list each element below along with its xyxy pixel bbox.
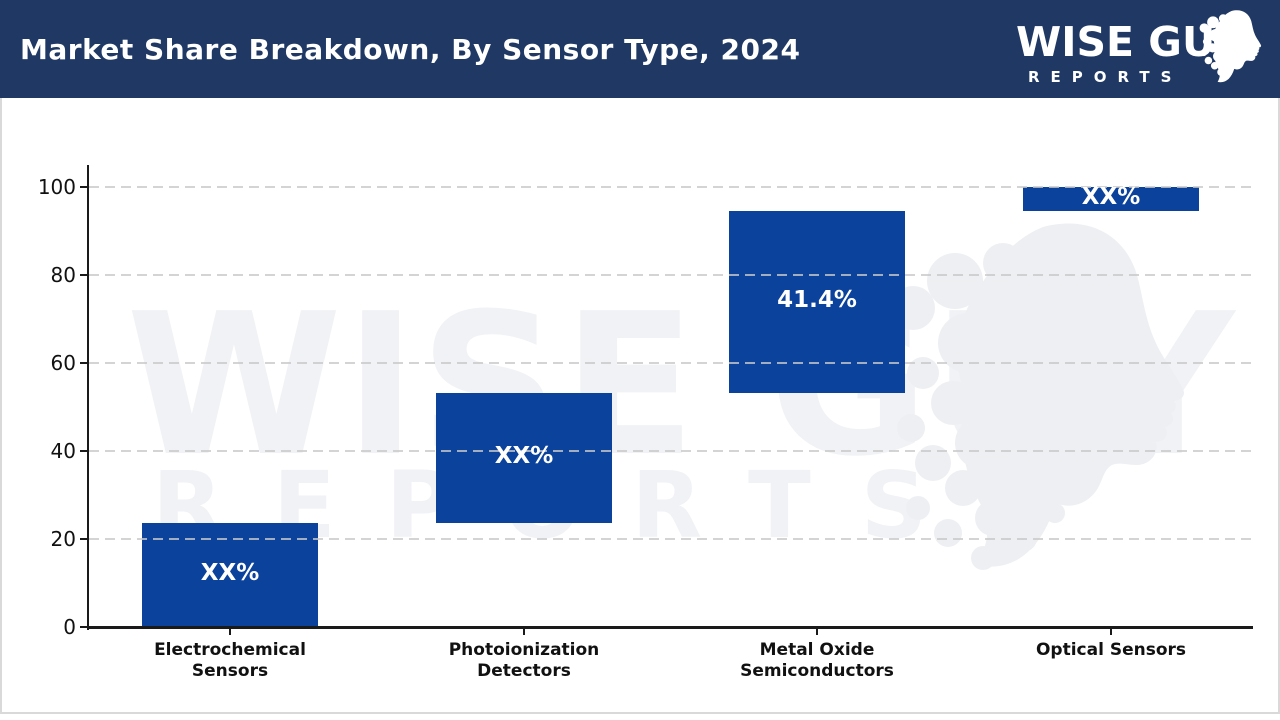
bar-value-label: XX% <box>200 560 260 587</box>
gridline <box>89 274 1253 276</box>
y-tick <box>80 450 88 452</box>
y-tick-label: 100 <box>37 175 76 199</box>
brand-logo: WISE GUY REPORTS <box>1016 10 1262 86</box>
watermark-face-icon <box>893 223 1184 570</box>
y-tick-label: 20 <box>50 527 76 551</box>
x-tick <box>229 627 231 635</box>
category-label: Photoionization Detectors <box>448 640 600 681</box>
category-label: Metal Oxide Semiconductors <box>740 640 894 681</box>
bar-segment <box>142 523 318 627</box>
bar-value-label: XX% <box>1081 183 1141 210</box>
gridline <box>89 450 1253 452</box>
gridline <box>89 362 1253 364</box>
x-tick <box>816 627 818 635</box>
y-tick-label: 40 <box>50 439 76 463</box>
y-tick <box>80 186 88 188</box>
x-tick <box>523 627 525 635</box>
logo-face-icon <box>1199 10 1262 83</box>
gridline <box>89 186 1253 188</box>
y-tick-label: 80 <box>50 263 76 287</box>
header-bar: Market Share Breakdown, By Sensor Type, … <box>0 0 1280 98</box>
y-tick <box>80 626 88 628</box>
x-tick <box>1110 627 1112 635</box>
y-tick <box>80 274 88 276</box>
gridline <box>89 538 1253 540</box>
logo-reports-text: REPORTS <box>1028 68 1182 86</box>
bar-segment <box>1023 187 1199 211</box>
x-axis <box>87 626 1253 629</box>
page-title: Market Share Breakdown, By Sensor Type, … <box>20 32 801 66</box>
y-tick-label: 60 <box>50 351 76 375</box>
y-axis <box>87 165 89 630</box>
bar-value-label: XX% <box>494 443 554 470</box>
bar-segment <box>436 392 612 524</box>
bar-value-label: 41.4% <box>777 286 857 313</box>
y-tick <box>80 362 88 364</box>
category-label: Optical Sensors <box>1035 640 1187 660</box>
category-label: Electrochemical Sensors <box>154 640 306 681</box>
y-tick <box>80 538 88 540</box>
y-tick-label: 0 <box>63 615 76 639</box>
